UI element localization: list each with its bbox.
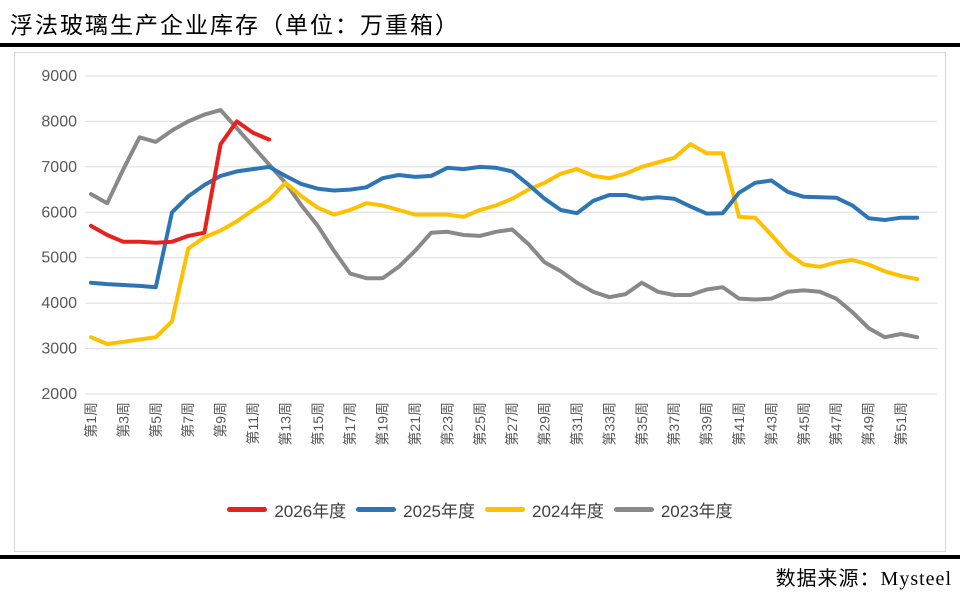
x-tick-label: 第19周 (375, 402, 391, 446)
chart-container: 2000 3000 4000 5000 6000 7000 8000 9000 第1周 第3周 第5… (14, 52, 946, 552)
chart-title: 浮法玻璃生产企业库存（单位：万重箱） (10, 13, 460, 38)
x-tick-label: 第17周 (342, 402, 358, 446)
legend-label: 2025年度 (403, 502, 475, 521)
x-tick-label: 第45周 (796, 402, 812, 446)
x-tick-label: 第41周 (731, 402, 747, 446)
data-source: 数据来源：Mysteel (775, 568, 952, 590)
y-tick-label: 4000 (41, 295, 77, 312)
x-tick-label: 第21周 (407, 402, 423, 446)
x-tick-label: 第11周 (245, 402, 261, 445)
x-tick-label: 第31周 (569, 402, 585, 446)
series-line-2023年度 (89, 108, 920, 340)
x-tick-label: 第33周 (601, 402, 617, 446)
top-divider (0, 43, 960, 47)
x-tick-label: 第47周 (828, 402, 844, 446)
series-line-2026年度 (89, 119, 272, 245)
legend-label: 2026年度 (274, 502, 347, 521)
y-tick-label: 5000 (41, 250, 77, 267)
x-tick-label: 第39周 (699, 402, 715, 446)
legend-label: 2023年度 (660, 502, 733, 521)
legend-swatch (356, 507, 397, 512)
legend-item-2024年度: 2024年度 (485, 497, 604, 522)
legend-swatch (485, 507, 525, 512)
x-tick-label: 第51周 (893, 402, 909, 446)
y-tick-label: 7000 (41, 159, 77, 176)
x-tick-label: 第5周 (148, 402, 164, 438)
line-chart-plot: 2000 3000 4000 5000 6000 7000 8000 9000 第1周 第3周 第5… (41, 68, 937, 446)
x-tick-label: 第37周 (666, 402, 682, 446)
legend-label: 2024年度 (532, 502, 604, 521)
x-tick-label: 第13周 (277, 402, 293, 446)
legend-item-2025年度: 2025年度 (356, 497, 475, 522)
series-line-2024年度 (89, 142, 920, 346)
x-tick-label: 第35周 (634, 402, 650, 446)
x-tick-label: 第29周 (537, 402, 553, 446)
x-tick-label: 第49周 (861, 402, 877, 446)
x-tick-label: 第7周 (180, 402, 196, 438)
x-tick-label: 第27周 (504, 402, 520, 446)
bottom-divider (0, 555, 960, 559)
x-tick-label: 第1周 (83, 402, 99, 438)
y-tick-label: 8000 (41, 113, 77, 130)
x-tick-label: 第9周 (213, 402, 229, 438)
x-tick-label: 第15周 (310, 402, 326, 446)
legend-item-2026年度: 2026年度 (227, 497, 346, 522)
chart-legend: 2026年度 2025年度 2024年度 2023年度 (15, 497, 945, 522)
x-tick-label: 第43周 (763, 402, 779, 446)
x-tick-label: 第3周 (115, 402, 131, 438)
x-tick-label: 第23周 (439, 402, 455, 446)
x-tick-label: 第25周 (472, 402, 488, 446)
series-line-2025年度 (89, 164, 920, 290)
y-tick-label: 2000 (41, 386, 77, 403)
legend-swatch (227, 507, 268, 512)
y-tick-label: 9000 (41, 68, 77, 85)
y-tick-label: 3000 (41, 341, 77, 358)
y-tick-label: 6000 (41, 204, 77, 221)
legend-item-2023年度: 2023年度 (613, 497, 733, 522)
legend-swatch (613, 507, 654, 512)
